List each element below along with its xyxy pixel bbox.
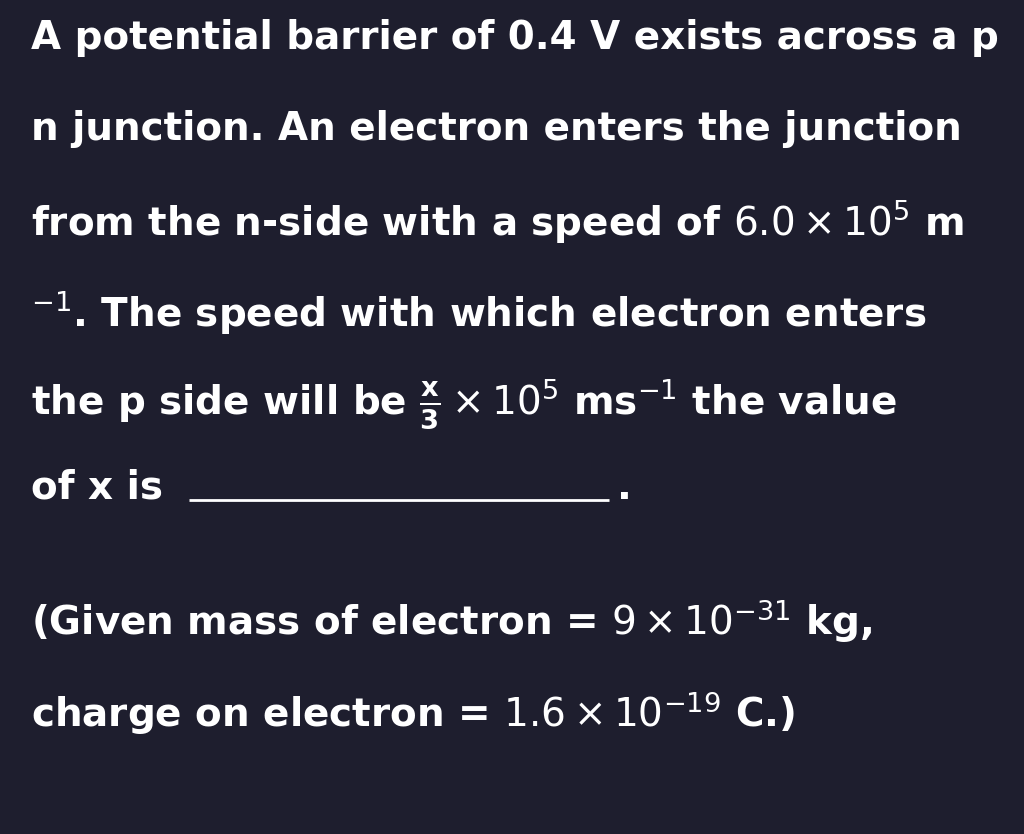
Text: from the n-side with a speed of $6.0 \times 10^5$ m: from the n-side with a speed of $6.0 \ti… — [31, 198, 964, 244]
Text: .: . — [617, 469, 633, 507]
Text: n junction. An electron enters the junction: n junction. An electron enters the junct… — [31, 110, 962, 148]
Text: the p side will be $\mathbf{\frac{x}{3}} \times 10^5$ ms$^{-1}$ the value: the p side will be $\mathbf{\frac{x}{3}}… — [31, 378, 897, 431]
Text: (Given mass of electron = $9 \times 10^{-31}$ kg,: (Given mass of electron = $9 \times 10^{… — [31, 597, 872, 646]
Text: of x is: of x is — [31, 469, 163, 507]
Text: charge on electron = $1.6 \times 10^{-19}$ C.): charge on electron = $1.6 \times 10^{-19… — [31, 689, 795, 737]
Text: $^{-1}$. The speed with which electron enters: $^{-1}$. The speed with which electron e… — [31, 289, 926, 336]
Text: A potential barrier of 0.4 V exists across a p: A potential barrier of 0.4 V exists acro… — [31, 18, 998, 57]
